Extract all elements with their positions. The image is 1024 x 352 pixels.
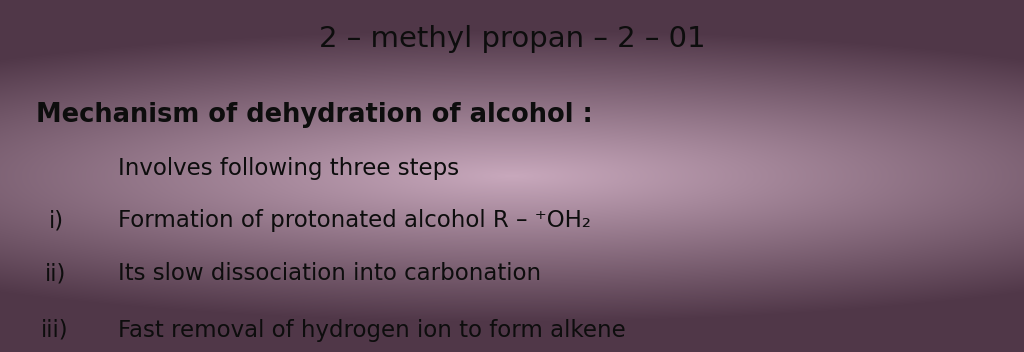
Text: Formation of protonated alcohol R – ⁺OH₂: Formation of protonated alcohol R – ⁺OH₂ — [118, 209, 591, 232]
Text: i): i) — [49, 209, 65, 232]
Text: iii): iii) — [41, 319, 69, 341]
Text: ii): ii) — [45, 262, 67, 285]
Text: Fast removal of hydrogen ion to form alkene: Fast removal of hydrogen ion to form alk… — [118, 319, 626, 341]
Text: Mechanism of dehydration of alcohol :: Mechanism of dehydration of alcohol : — [36, 102, 593, 128]
Text: Its slow dissociation into carbonation: Its slow dissociation into carbonation — [118, 262, 541, 285]
Text: 2 – methyl propan – 2 – 01: 2 – methyl propan – 2 – 01 — [318, 25, 706, 53]
Text: Involves following three steps: Involves following three steps — [118, 157, 459, 180]
